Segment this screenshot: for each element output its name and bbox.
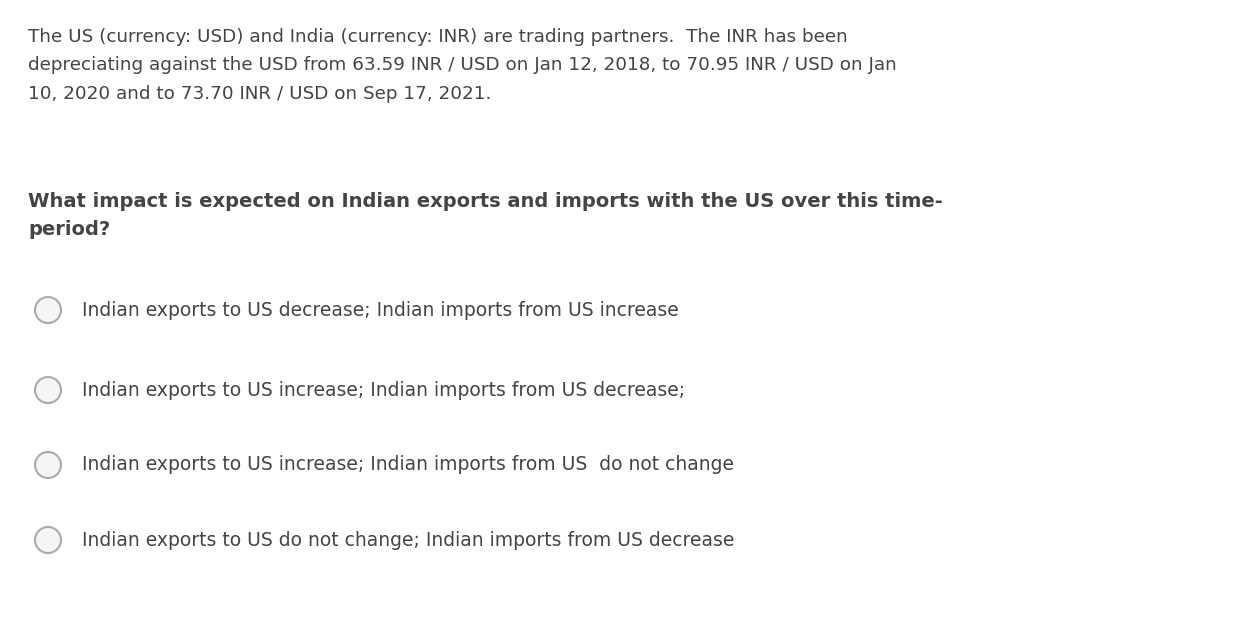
Text: Indian exports to US do not change; Indian imports from US decrease: Indian exports to US do not change; Indi… — [81, 531, 735, 549]
Text: What impact is expected on Indian exports and imports with the US over this time: What impact is expected on Indian export… — [28, 192, 943, 239]
Text: The US (currency: USD) and India (currency: INR) are trading partners.  The INR : The US (currency: USD) and India (curren… — [28, 28, 896, 103]
Text: Indian exports to US increase; Indian imports from US  do not change: Indian exports to US increase; Indian im… — [81, 456, 734, 474]
Ellipse shape — [35, 452, 61, 478]
Ellipse shape — [35, 377, 61, 403]
Text: Indian exports to US decrease; Indian imports from US increase: Indian exports to US decrease; Indian im… — [81, 301, 679, 319]
Ellipse shape — [35, 527, 61, 553]
Text: Indian exports to US increase; Indian imports from US decrease;: Indian exports to US increase; Indian im… — [81, 381, 685, 399]
Ellipse shape — [35, 297, 61, 323]
